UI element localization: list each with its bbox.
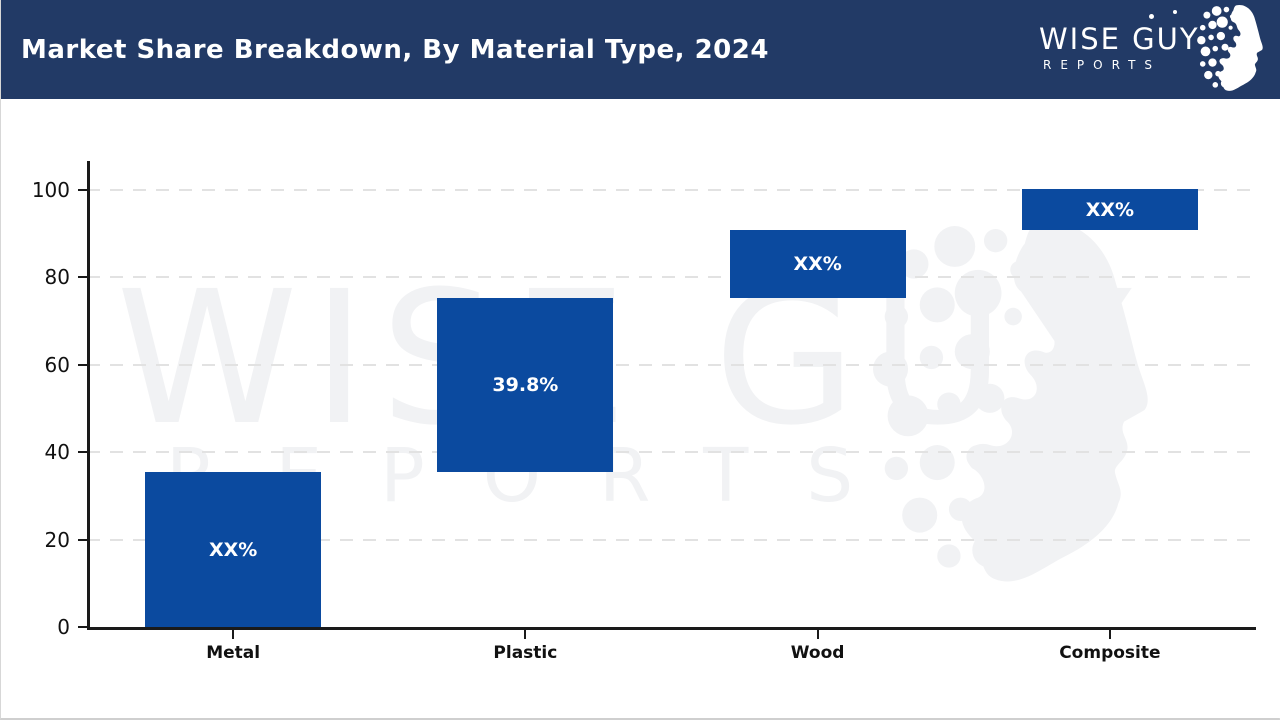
y-tick-0 (78, 626, 87, 628)
gridline-60 (87, 363, 1256, 366)
gridline-80 (87, 276, 1256, 279)
gridline-100 (87, 188, 1256, 191)
logo-dot-icon (1173, 10, 1177, 14)
bar-plastic (437, 298, 614, 473)
y-tick-40 (78, 451, 87, 454)
chart-title: Market Share Breakdown, By Material Type… (21, 34, 769, 65)
y-tick-label-60: 60 (44, 352, 70, 377)
y-tick-label-0: 0 (57, 615, 70, 639)
x-tick-plastic (524, 630, 527, 639)
bar-label-wood: XX% (793, 253, 842, 276)
logo-sub-reports: REPORTS (1043, 58, 1162, 72)
head-profile-icon (1197, 5, 1263, 91)
gridline-20 (87, 538, 1256, 541)
y-tick-label-40: 40 (44, 440, 70, 465)
y-tick-100 (78, 188, 87, 191)
plot: 0 20 40 60 80 100 XX% Metal 39.8% Plastic XX% Wood X… (1, 99, 1280, 718)
bar-label-plastic: 39.8% (492, 374, 559, 397)
y-tick-label-80: 80 (44, 265, 70, 290)
bar-label-metal: XX% (208, 538, 258, 561)
bar-metal (145, 472, 322, 627)
category-label-wood: Wood (790, 643, 845, 663)
brand-logo: WISE GUY REPORTS (1021, 0, 1271, 99)
y-tick-60 (78, 363, 87, 366)
category-label-metal: Metal (206, 643, 261, 663)
bar-label-composite: XX% (1085, 198, 1135, 221)
y-tick-label-20: 20 (44, 527, 70, 552)
x-tick-metal (232, 630, 235, 639)
category-label-plastic: Plastic (493, 643, 558, 663)
bar-wood (729, 230, 906, 299)
category-label-composite: Composite (1059, 643, 1161, 663)
x-tick-wood (816, 630, 819, 639)
y-axis (87, 161, 90, 630)
gridline-40 (87, 451, 1256, 454)
x-axis (87, 627, 1256, 630)
y-tick-20 (78, 538, 87, 541)
y-tick-label-100: 100 (31, 177, 70, 202)
logo-wordmark: WISE GUY (1039, 22, 1200, 56)
y-tick-80 (78, 276, 87, 279)
logo-dot-icon (1149, 14, 1154, 19)
chart-area: WISE GUY REPORTS 0 20 40 60 80 100 XX% Metal 39.… (1, 99, 1280, 718)
header-bar: Market Share Breakdown, By Material Type… (1, 0, 1280, 99)
x-tick-composite (1108, 630, 1111, 639)
